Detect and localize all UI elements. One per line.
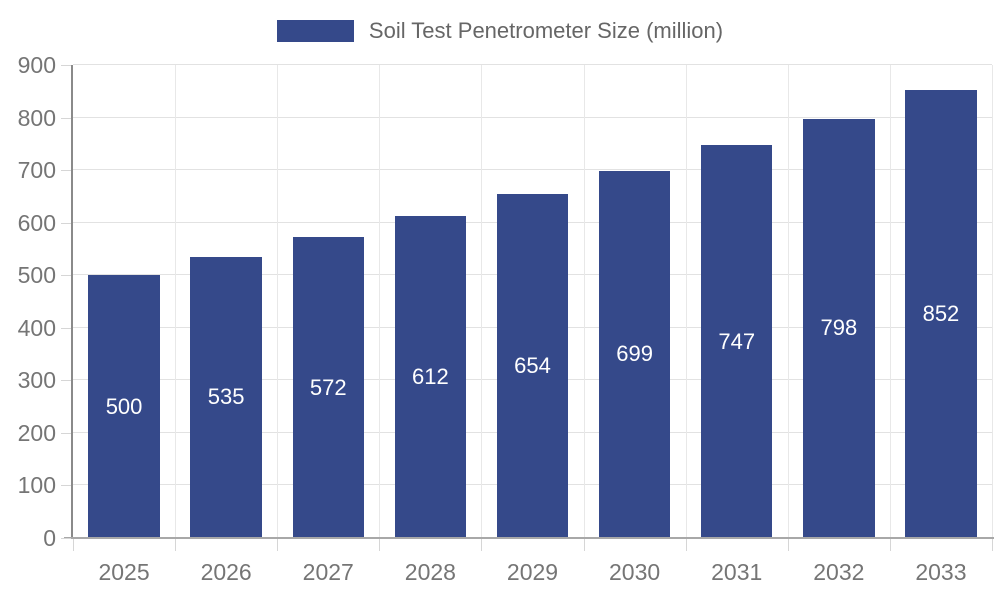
y-axis-tick [61, 275, 71, 277]
bar-value-label: 572 [309, 374, 347, 400]
gridline-vertical [889, 65, 891, 538]
y-axis-tick-label: 700 [17, 157, 56, 184]
x-axis-tick [277, 539, 279, 551]
y-axis-tick-label: 200 [17, 419, 56, 446]
x-axis-tick [175, 539, 177, 551]
x-axis-tick-label: 2032 [813, 559, 865, 585]
y-axis-tick [61, 65, 71, 66]
legend[interactable]: Soil Test Penetrometer Size (million) [0, 17, 1000, 45]
y-axis-tick-label: 900 [17, 52, 56, 78]
gridline-horizontal [73, 116, 992, 118]
y-axis-tick [61, 485, 71, 487]
x-axis-tick [73, 539, 74, 551]
bar-2029[interactable]: 654 [496, 194, 569, 538]
y-axis-tick-label: 600 [17, 209, 56, 236]
x-axis-tick [992, 539, 993, 551]
bar-2028[interactable]: 612 [394, 216, 467, 538]
x-axis-tick-label: 2033 [915, 559, 967, 585]
bar-value-label: 699 [616, 341, 653, 367]
x-axis-tick-label: 2026 [200, 559, 252, 585]
gridline-vertical [992, 65, 993, 538]
bar-2027[interactable]: 572 [292, 237, 364, 538]
x-axis-tick-label: 2025 [98, 559, 150, 585]
x-axis-tick-label: 2031 [711, 559, 763, 585]
y-axis-tick [61, 380, 71, 382]
y-axis-tick-label: 0 [43, 525, 56, 551]
y-axis-tick-label: 300 [17, 367, 56, 394]
y-axis-tick-label: 400 [17, 314, 56, 341]
bar-2032[interactable]: 798 [803, 118, 875, 538]
legend-label: Soil Test Penetrometer Size (million) [368, 18, 724, 43]
y-axis-tick-label: 100 [17, 472, 56, 499]
bar-2026[interactable]: 535 [190, 256, 262, 538]
bar-2030[interactable]: 699 [598, 170, 671, 538]
gridline-vertical [583, 65, 585, 538]
y-axis-tick [61, 170, 71, 172]
y-axis-tick-label: 500 [17, 262, 56, 289]
y-axis-tick [61, 432, 71, 434]
y-axis-tick [61, 538, 71, 539]
x-axis-tick [379, 539, 381, 551]
x-axis-tick-label: 2030 [609, 559, 661, 585]
bar-2025[interactable]: 500 [88, 275, 160, 538]
x-axis-tick [583, 539, 585, 551]
bar-2031[interactable]: 747 [700, 145, 773, 538]
y-axis-tick-label: 800 [17, 104, 56, 131]
y-axis-tick [61, 222, 71, 224]
x-axis-tick [787, 539, 789, 551]
gridline-vertical [481, 65, 483, 538]
bar-value-label: 852 [922, 301, 960, 327]
plot-area: 500 535 572 612 654 699 747 798 852 [73, 64, 993, 538]
x-axis-tick-label: 2029 [506, 559, 559, 585]
x-axis-line [64, 537, 994, 539]
bar-value-label: 654 [514, 353, 551, 379]
x-axis-tick [685, 539, 687, 551]
bar-value-label: 612 [412, 364, 449, 390]
gridline-horizontal [73, 169, 992, 171]
gridline-vertical [685, 65, 687, 538]
gridline-vertical [379, 65, 381, 538]
legend-swatch [276, 20, 354, 42]
bar-value-label: 747 [718, 328, 756, 354]
bar-value-label: 535 [207, 384, 245, 410]
y-axis-line [71, 65, 73, 539]
gridline-vertical [277, 65, 279, 538]
y-axis-tick [61, 117, 71, 119]
gridline-vertical [787, 65, 789, 538]
bar-2033[interactable]: 852 [905, 90, 977, 538]
x-axis-tick-label: 2028 [404, 559, 456, 585]
x-axis-tick [889, 539, 891, 551]
y-axis-tick [61, 327, 71, 329]
gridline-vertical [175, 65, 177, 538]
gridline-horizontal [73, 64, 992, 65]
bar-value-label: 500 [105, 393, 143, 419]
x-axis-tick-label: 2027 [302, 559, 354, 585]
bar-value-label: 798 [820, 315, 858, 341]
x-axis-tick [481, 539, 483, 551]
